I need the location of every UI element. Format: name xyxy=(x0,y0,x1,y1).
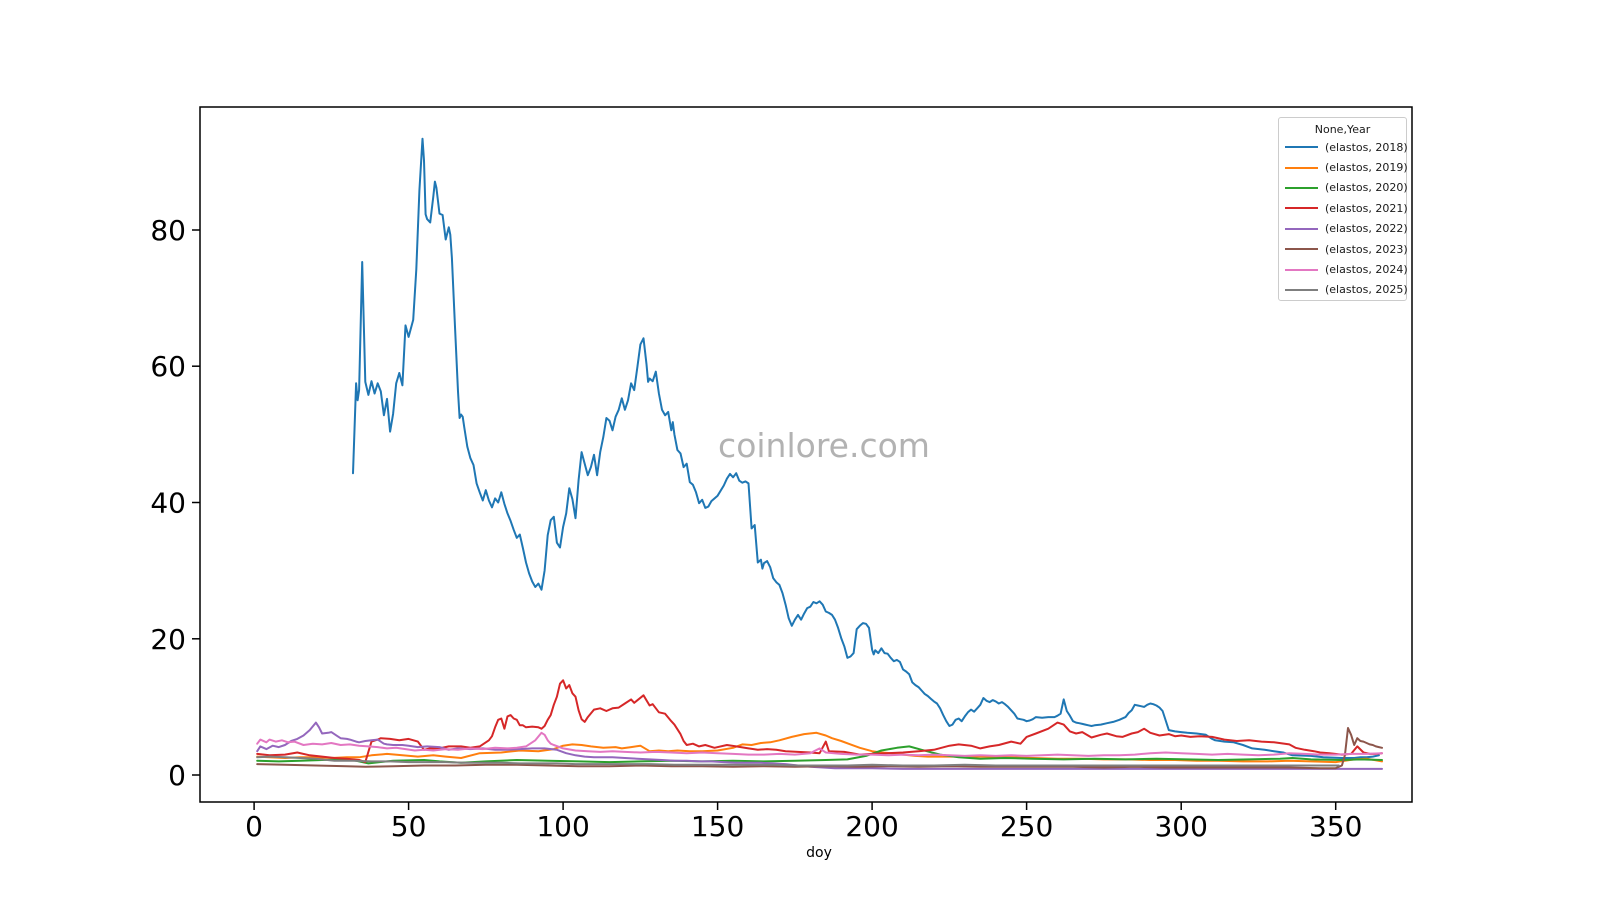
legend-swatch-2022 xyxy=(1285,227,1318,230)
legend-swatch-2025 xyxy=(1285,288,1318,291)
legend-item-2021: (elastos, 2021) xyxy=(1279,198,1408,218)
x-axis-label: doy xyxy=(806,845,832,861)
legend-item-2019: (elastos, 2019) xyxy=(1279,157,1408,177)
plot-border xyxy=(199,106,1413,803)
x-tick-label: 350 xyxy=(1309,810,1362,843)
legend-swatch-2023 xyxy=(1285,248,1318,251)
legend-label-2019: (elastos, 2019) xyxy=(1325,161,1408,175)
legend-label-2018: (elastos, 2018) xyxy=(1325,140,1408,154)
legend-items: (elastos, 2018) (elastos, 2019) (elastos, … xyxy=(1279,137,1408,300)
y-tick-label: 40 xyxy=(150,487,186,520)
series-line-2025 xyxy=(256,755,1340,767)
legend-item-2020: (elastos, 2020) xyxy=(1279,178,1408,198)
legend-item-2018: (elastos, 2018) xyxy=(1279,137,1408,157)
legend-label-2023: (elastos, 2023) xyxy=(1325,242,1408,256)
series-line-2023 xyxy=(256,727,1383,770)
series-line-2022 xyxy=(256,721,1383,770)
legend-label-2022: (elastos, 2022) xyxy=(1325,222,1408,236)
series-line-2024 xyxy=(256,731,1383,757)
legend-swatch-2020 xyxy=(1285,186,1318,189)
legend: None,Year (elastos, 2018) (elastos, 2019)… xyxy=(1278,117,1408,301)
x-tick-label: 300 xyxy=(1154,810,1207,843)
legend-swatch-2018 xyxy=(1285,146,1318,149)
x-tick-label: 250 xyxy=(1000,810,1053,843)
x-tick-label: 100 xyxy=(536,810,589,843)
x-tick-label: 200 xyxy=(845,810,898,843)
legend-item-2022: (elastos, 2022) xyxy=(1279,219,1408,239)
legend-label-2024: (elastos, 2024) xyxy=(1325,263,1408,277)
x-tick-label: 150 xyxy=(691,810,744,843)
legend-label-2021: (elastos, 2021) xyxy=(1325,201,1408,215)
series-line-2021 xyxy=(256,679,1383,764)
legend-item-2024: (elastos, 2024) xyxy=(1279,259,1408,279)
y-tick-label: 80 xyxy=(150,214,186,247)
legend-item-2023: (elastos, 2023) xyxy=(1279,239,1408,259)
legend-swatch-2021 xyxy=(1285,207,1318,210)
series-line-2020 xyxy=(256,745,1383,765)
x-tick-label: 0 xyxy=(245,810,263,843)
legend-item-2025: (elastos, 2025) xyxy=(1279,280,1408,300)
legend-title: None,Year xyxy=(1314,123,1371,136)
legend-label-2020: (elastos, 2020) xyxy=(1325,181,1408,195)
legend-swatch-2019 xyxy=(1285,166,1318,169)
series-line-2018 xyxy=(352,137,1380,759)
x-tick-label: 50 xyxy=(391,810,427,843)
legend-swatch-2024 xyxy=(1285,268,1318,271)
y-tick-label: 20 xyxy=(150,623,186,656)
legend-label-2025: (elastos, 2025) xyxy=(1325,283,1408,297)
watermark-text: coinlore.com xyxy=(718,426,930,465)
y-tick-label: 60 xyxy=(150,350,186,383)
y-tick-label: 0 xyxy=(168,759,186,792)
